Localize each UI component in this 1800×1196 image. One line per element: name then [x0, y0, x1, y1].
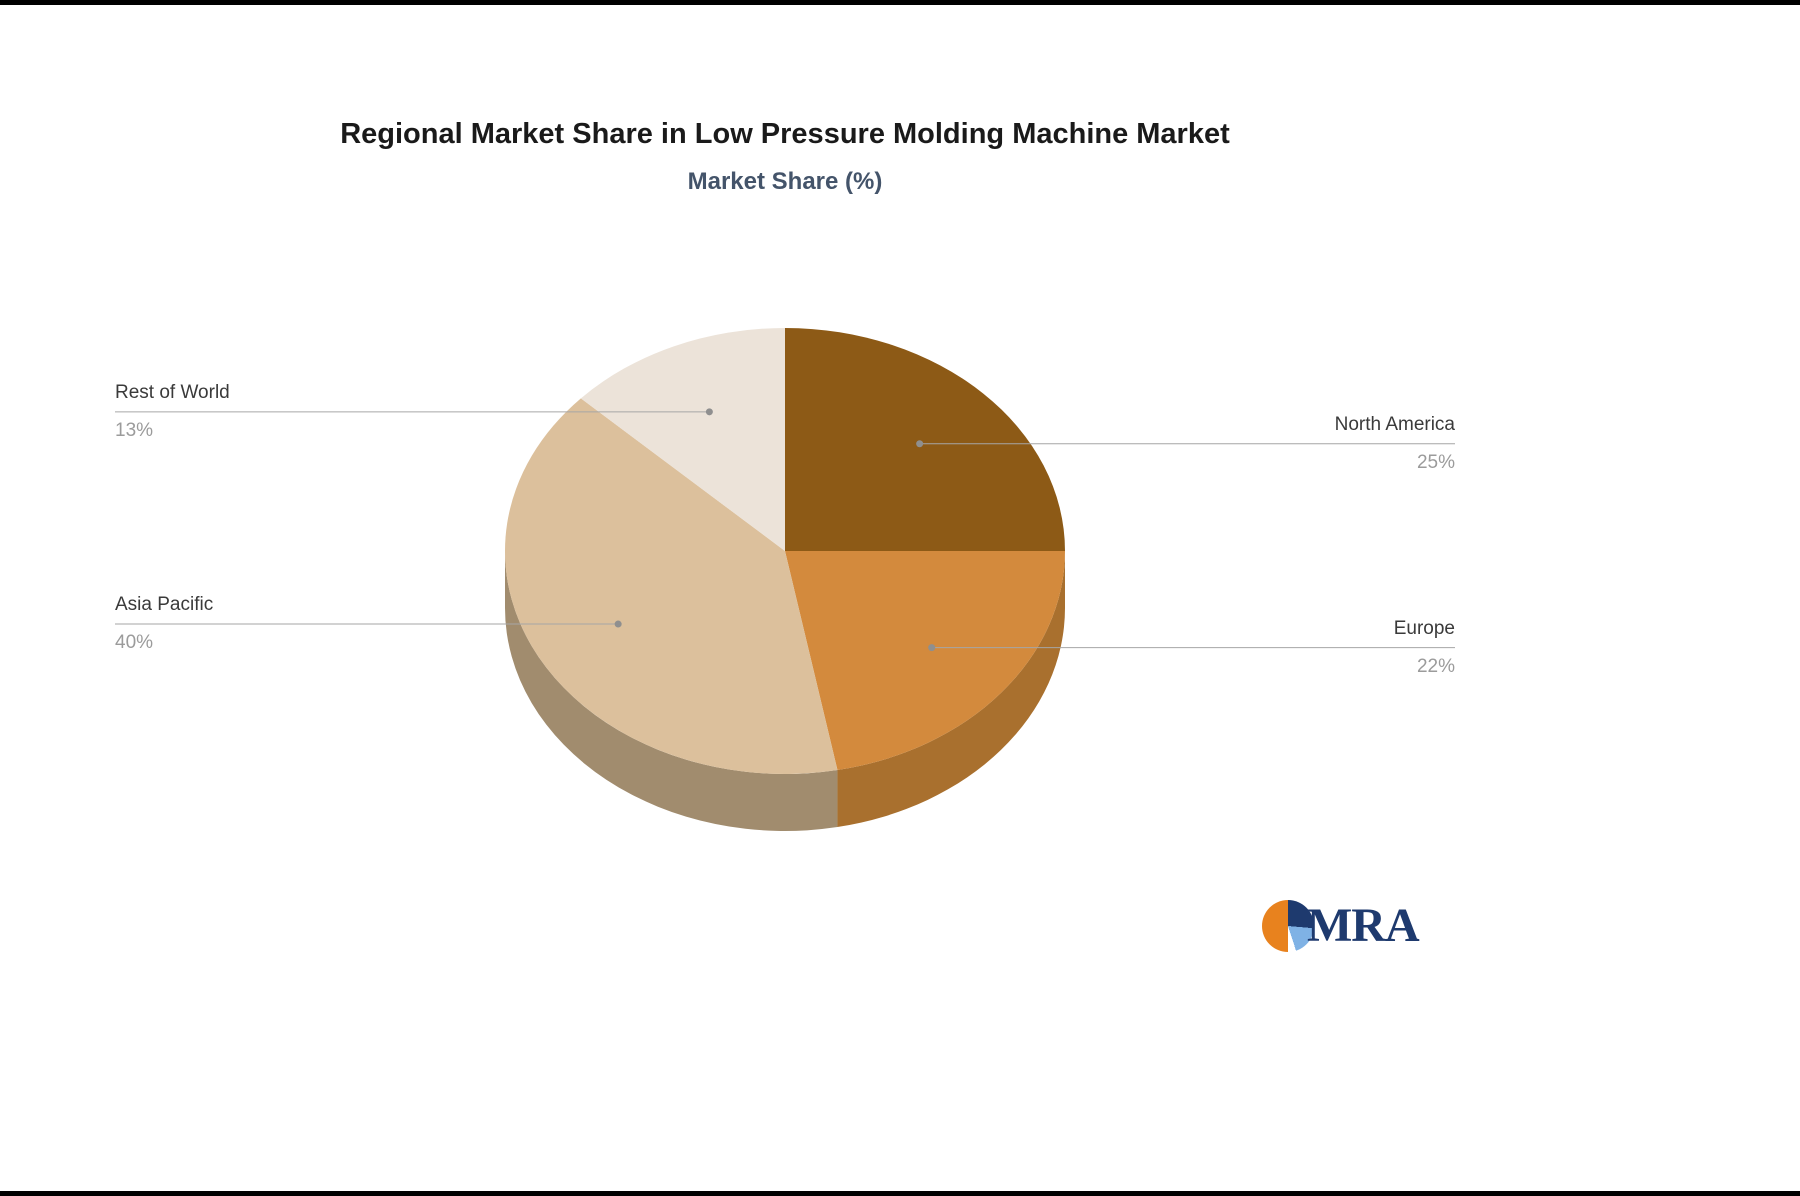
slice-label-europe: Europe: [1393, 617, 1455, 639]
pie-slice-asia-pacific: [505, 398, 838, 775]
chart-title: Regional Market Share in Low Pressure Mo…: [340, 118, 1230, 150]
chart-subtitle: Market Share (%): [687, 168, 883, 195]
leader-dot-asia-pacific: [614, 620, 622, 628]
logo-pie-icon: [1262, 900, 1314, 952]
pie-slice-side-europe: [837, 551, 1065, 828]
slice-value-europe: 22%: [1416, 655, 1455, 677]
slice-value-north-america: 25%: [1416, 451, 1455, 473]
top-border: [0, 0, 1800, 5]
pie-slice-side-asia-pacific: [505, 551, 838, 832]
brand-logo: MRA: [1262, 899, 1420, 952]
slice-value-asia-pacific: 40%: [115, 632, 154, 654]
leader-dot-rest-of-world: [705, 408, 713, 416]
leader-dot-europe: [928, 644, 936, 652]
bottom-border: [0, 1191, 1800, 1196]
slice-label-asia-pacific: Asia Pacific: [115, 594, 214, 616]
pie-slice-north-america: [785, 328, 1065, 551]
logo-text: MRA: [1307, 899, 1420, 952]
slice-value-rest-of-world: 13%: [115, 419, 154, 441]
pie-slice-europe: [785, 551, 1065, 771]
slice-label-rest-of-world: Rest of World: [115, 381, 230, 403]
leader-dot-north-america: [916, 440, 924, 448]
slice-label-north-america: North America: [1334, 413, 1455, 435]
pie-slice-rest-of-world: [580, 328, 785, 551]
